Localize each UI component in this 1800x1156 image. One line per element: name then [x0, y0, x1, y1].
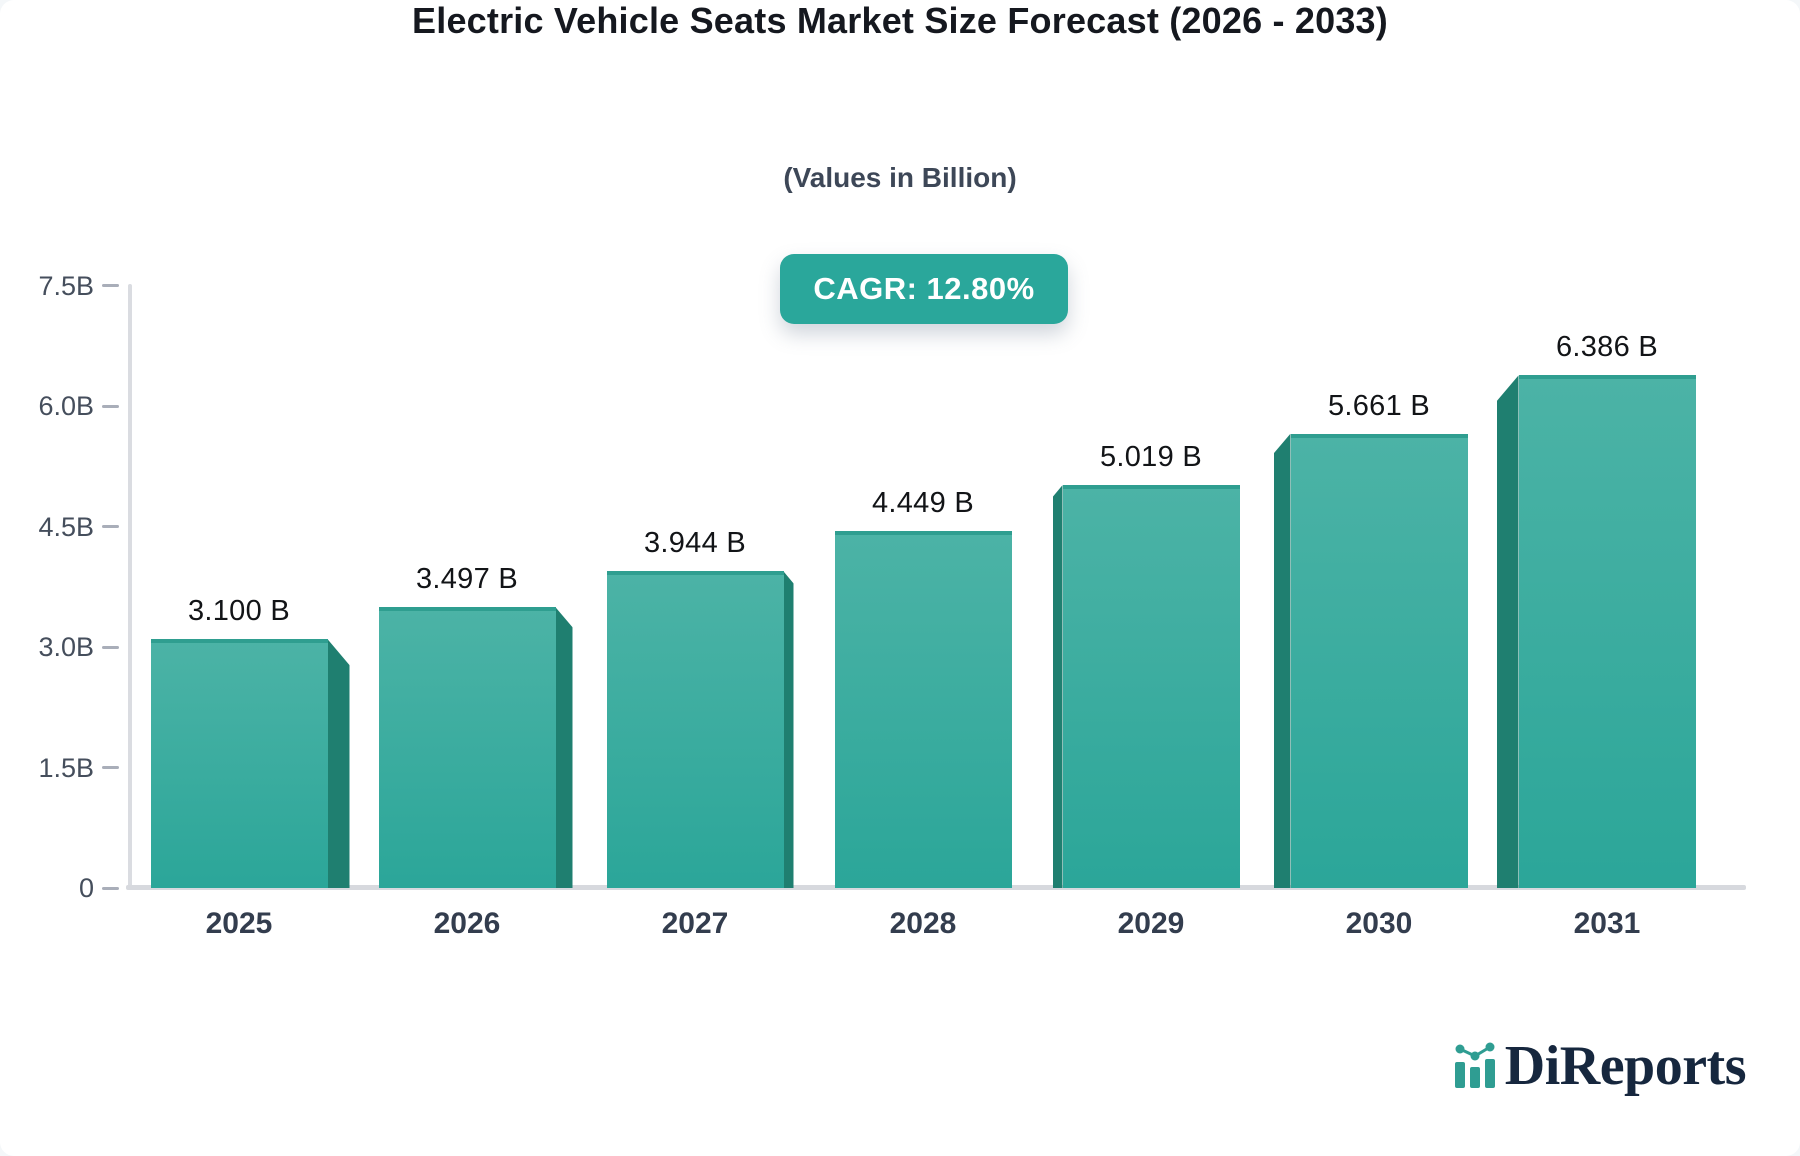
- y-tick-mark: [102, 766, 119, 770]
- x-tick-label: 2031: [1573, 907, 1641, 940]
- logo-bar-chart-with-trendline-icon: [1454, 1042, 1495, 1088]
- chart-title: Electric Vehicle Seats Market Size Forec…: [412, 0, 1388, 41]
- bar-2028: [834, 530, 1012, 888]
- bar-top-edge: [606, 571, 784, 576]
- bar-3d-side: [555, 607, 573, 888]
- bar-value-label: 3.497 B: [415, 563, 519, 596]
- y-tick-label: 0: [78, 873, 94, 903]
- logo-text: DiReports: [1504, 1035, 1747, 1097]
- bar-2027: [606, 571, 784, 888]
- bar-3d-side: [1496, 375, 1519, 888]
- bar-2031: [1518, 375, 1696, 888]
- bar-value-label: 5.019 B: [1099, 441, 1203, 474]
- bar-2030: [1290, 433, 1468, 888]
- bar-top-edge: [1290, 433, 1468, 438]
- bar-top-edge: [834, 530, 1012, 535]
- y-tick-label: 6.0B: [38, 391, 94, 422]
- bar-top-edge: [150, 639, 328, 644]
- y-tick-label: 1.5B: [38, 752, 94, 783]
- x-tick-label: 2025: [205, 907, 273, 940]
- bar-3d-side: [327, 639, 350, 888]
- bar-3d-side: [783, 571, 794, 888]
- bar-top-edge: [1062, 485, 1240, 490]
- bar-value-label: 6.386 B: [1555, 331, 1659, 364]
- y-tick-mark: [102, 886, 119, 890]
- y-tick-label: 7.5B: [38, 270, 94, 301]
- x-tick-label: 2030: [1345, 907, 1413, 940]
- cagr-badge: CAGR: 12.80%: [780, 254, 1068, 324]
- y-tick-mark: [102, 284, 119, 288]
- bar-2026: [378, 607, 556, 888]
- x-tick-label: 2028: [889, 907, 957, 940]
- direports-logo: DiReports: [1453, 1035, 1747, 1097]
- bar-2025: [150, 639, 328, 888]
- bar-3d-side: [1052, 485, 1063, 888]
- y-tick-label: 4.5B: [38, 511, 94, 542]
- cagr-badge-label: CAGR: 12.80%: [813, 271, 1035, 306]
- y-tick-label: 3.0B: [38, 632, 94, 663]
- bar-2029: [1062, 485, 1240, 888]
- y-tick-mark: [102, 525, 119, 529]
- bar-top-edge: [378, 607, 556, 612]
- y-tick-mark: [102, 645, 119, 649]
- y-axis-line: [128, 284, 132, 890]
- bar-value-label: 4.449 B: [871, 486, 975, 519]
- x-tick-label: 2027: [661, 907, 729, 940]
- x-tick-label: 2026: [433, 907, 501, 940]
- y-tick-mark: [102, 404, 119, 408]
- bar-value-label: 3.944 B: [643, 527, 747, 560]
- bar-3d-side: [1273, 433, 1291, 888]
- bar-top-edge: [1518, 375, 1696, 380]
- chart-subtitle: (Values in Billion): [783, 162, 1017, 193]
- x-tick-label: 2029: [1117, 907, 1185, 940]
- bar-value-label: 5.661 B: [1327, 389, 1431, 422]
- bar-value-label: 3.100 B: [187, 595, 291, 628]
